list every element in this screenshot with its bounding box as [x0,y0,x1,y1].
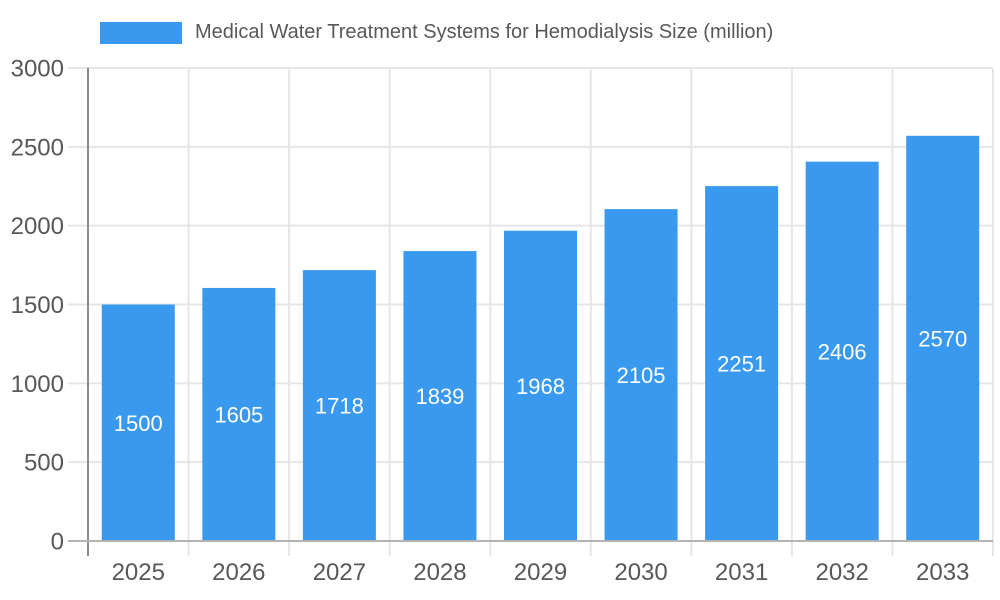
x-tick-label-2025: 2025 [112,559,165,586]
y-tick-label-1000: 1000 [11,371,64,398]
y-tick-label-0: 0 [51,529,64,556]
bar-value-label-2032: 2406 [818,339,867,364]
legend-label: Medical Water Treatment Systems for Hemo… [195,21,774,43]
bar-value-label-2027: 1718 [315,394,364,419]
legend-swatch [100,21,182,44]
bar-2031[interactable] [705,186,779,541]
bar-2029[interactable] [504,230,577,541]
y-tick-label-1500: 1500 [11,292,64,319]
bar-2028[interactable] [403,251,477,541]
bar-2030[interactable] [604,209,678,541]
bar-2032[interactable] [805,161,879,542]
x-tick-label-2030: 2030 [614,559,667,586]
bar-2027[interactable] [302,270,376,541]
x-tick-label-2033: 2033 [916,559,969,586]
bar-value-label-2028: 1839 [415,384,464,409]
bar-value-label-2030: 2105 [617,363,666,388]
bar-2033[interactable] [906,135,980,541]
legend-item[interactable]: Medical Water Treatment Systems for Hemo… [100,21,773,44]
x-tick-label-2029: 2029 [514,559,567,586]
x-tick-label-2028: 2028 [413,559,466,586]
bar-2025[interactable] [101,304,175,542]
y-tick-label-2000: 2000 [11,213,64,240]
bar-value-label-2033: 2570 [918,326,967,351]
bar-value-label-2025: 1500 [114,411,163,436]
x-tick-label-2031: 2031 [715,559,768,586]
bar-value-label-2026: 1605 [214,402,263,427]
bar-2026[interactable] [202,287,276,541]
x-tick-label-2026: 2026 [212,559,265,586]
bar-value-label-2031: 2251 [717,352,766,377]
x-tick-label-2032: 2032 [815,559,868,586]
x-tick-label-2027: 2027 [313,559,366,586]
y-tick-label-500: 500 [24,450,64,477]
y-tick-label-2500: 2500 [11,134,64,161]
bar-value-label-2029: 1968 [516,374,565,399]
y-tick-label-3000: 3000 [11,56,64,83]
